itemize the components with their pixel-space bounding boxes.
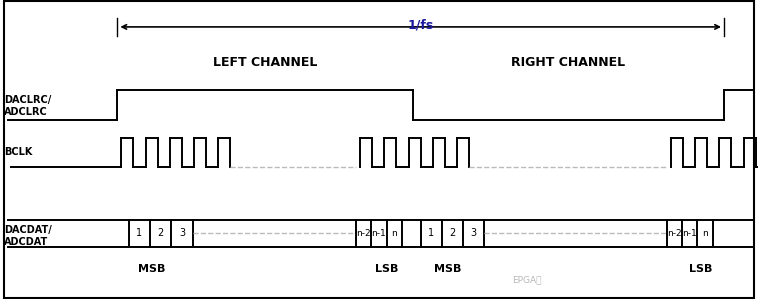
Text: n-2: n-2: [667, 229, 682, 238]
Text: n: n: [702, 229, 708, 238]
Text: 2: 2: [449, 228, 456, 238]
Text: 3: 3: [179, 228, 185, 238]
Text: EPGA开: EPGA开: [512, 275, 541, 284]
Text: n-1: n-1: [682, 229, 697, 238]
Text: n: n: [391, 229, 397, 238]
Text: n-1: n-1: [371, 229, 387, 238]
Text: RIGHT CHANNEL: RIGHT CHANNEL: [512, 56, 625, 69]
Text: 2: 2: [158, 228, 164, 238]
Text: LEFT CHANNEL: LEFT CHANNEL: [213, 56, 318, 69]
Text: DACDAT/
ADCDAT: DACDAT/ ADCDAT: [4, 225, 52, 247]
Text: 1: 1: [136, 228, 143, 238]
Text: LSB: LSB: [375, 264, 398, 274]
Text: MSB: MSB: [138, 264, 165, 274]
Text: n-2: n-2: [356, 229, 371, 238]
Text: 3: 3: [471, 228, 477, 238]
Text: MSB: MSB: [434, 264, 461, 274]
Text: 1/fs: 1/fs: [408, 19, 434, 32]
Text: LSB: LSB: [690, 264, 713, 274]
Text: 1: 1: [428, 228, 434, 238]
Text: DACLRC/
ADCLRC: DACLRC/ ADCLRC: [4, 95, 51, 117]
Text: BCLK: BCLK: [4, 147, 32, 158]
